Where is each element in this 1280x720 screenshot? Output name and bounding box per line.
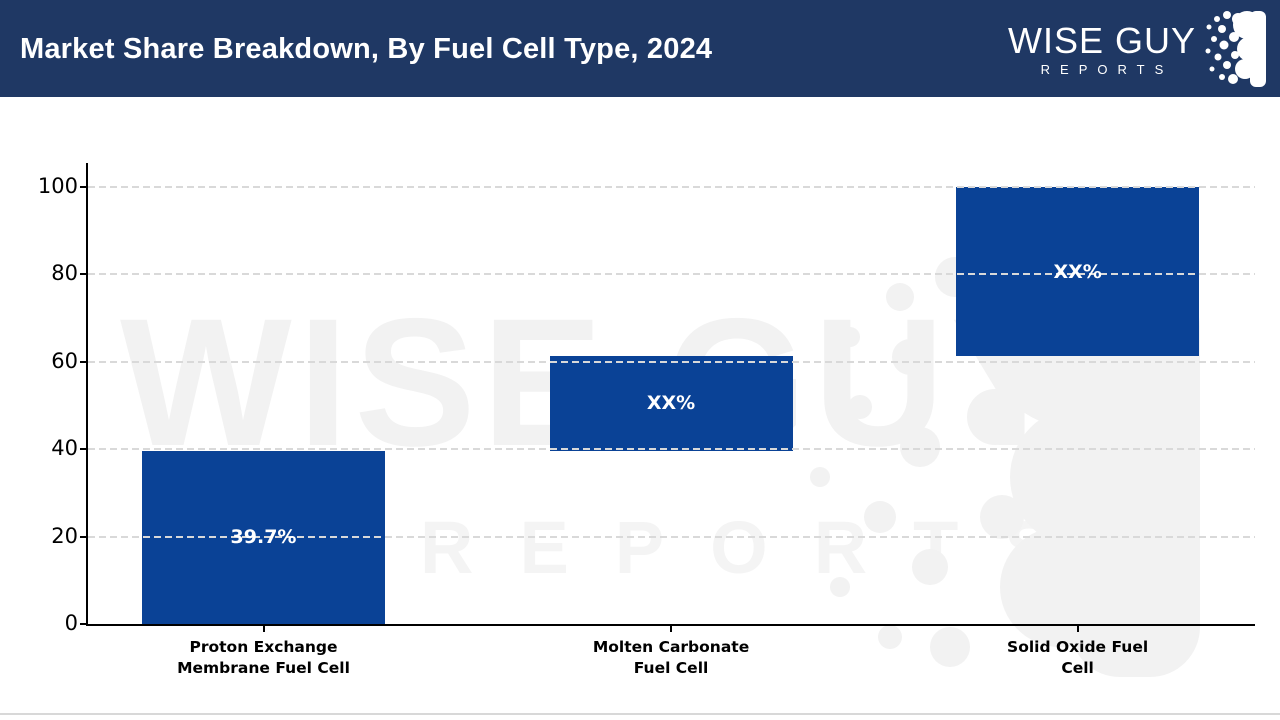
x-category-label-0: Proton Exchange Membrane Fuel Cell xyxy=(177,638,350,677)
gridline-y-100 xyxy=(88,186,1255,189)
y-tick-100 xyxy=(80,186,86,189)
page-title: Market Share Breakdown, By Fuel Cell Typ… xyxy=(20,33,713,65)
watermark-text-sub: REPORTS xyxy=(420,506,1100,589)
y-tick-label-0: 0 xyxy=(64,611,78,635)
y-tick-60 xyxy=(80,360,86,363)
brand-wordmark-block: WISE GUY REPORTS xyxy=(1007,20,1196,78)
bar-value-label-0: 39.7% xyxy=(230,526,297,549)
gridline-y-40 xyxy=(88,448,1255,451)
brand-wordmark-sub: REPORTS xyxy=(1040,62,1174,77)
x-axis-spine xyxy=(86,624,1255,626)
brand-logo: WISE GUY REPORTS xyxy=(1008,6,1266,92)
gridline-y-20 xyxy=(88,535,1255,538)
y-tick-label-100: 100 xyxy=(37,174,78,199)
bottom-divider xyxy=(0,713,1280,715)
gridline-y-60 xyxy=(88,360,1255,363)
header-banner: Market Share Breakdown, By Fuel Cell Typ… xyxy=(0,0,1280,97)
x-category-label-2: Solid Oxide Fuel Cell xyxy=(1007,638,1149,677)
x-tick-0 xyxy=(262,626,265,632)
y-tick-20 xyxy=(80,535,86,538)
chart-area: WISE GUY REPORTS 0 20 40 60 80 10 xyxy=(0,97,1280,714)
x-tick-2 xyxy=(1076,626,1079,632)
bar-segment-1 xyxy=(549,356,793,451)
y-tick-label-40: 40 xyxy=(51,436,78,461)
brand-wordmark: WISE GUY xyxy=(1007,20,1196,61)
bar-value-label-2: XX% xyxy=(1053,260,1102,283)
y-tick-label-80: 80 xyxy=(51,261,78,286)
bar-segment-2 xyxy=(956,187,1200,357)
x-tick-1 xyxy=(670,626,673,632)
gridline-y-80 xyxy=(88,273,1255,276)
x-category-label-1: Molten Carbonate Fuel Cell xyxy=(592,638,750,677)
plot-area: 0 20 40 60 80 100 39.7% Proton Exchange Membran… xyxy=(38,163,1255,677)
y-tick-label-20: 20 xyxy=(51,523,78,548)
bar-value-label-1: XX% xyxy=(646,392,696,415)
brand-face-icon xyxy=(1205,11,1266,87)
y-tick-0 xyxy=(80,623,86,625)
y-axis-spine xyxy=(86,163,88,626)
y-tick-label-60: 60 xyxy=(51,348,78,373)
y-tick-40 xyxy=(80,448,86,451)
y-tick-80 xyxy=(80,273,86,276)
